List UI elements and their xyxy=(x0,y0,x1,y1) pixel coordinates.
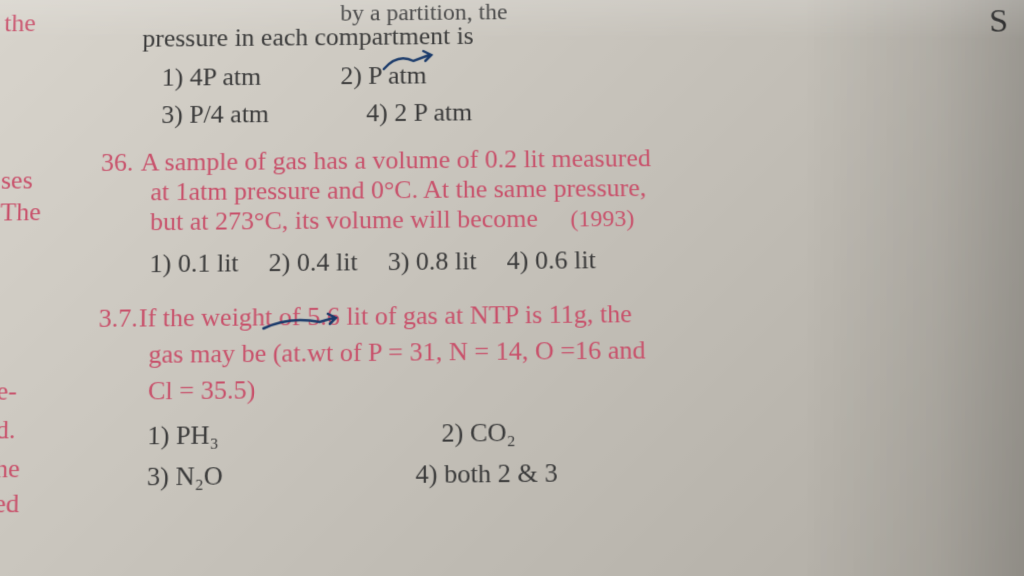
option: 2) 0.4 lit xyxy=(269,247,358,278)
question-line: A sample of gas has a volume of 0.2 lit … xyxy=(141,143,651,177)
option: 4) both 2 & 3 xyxy=(415,458,557,490)
option: 2) P atm xyxy=(340,61,426,91)
q37-options-row2: 3) N₂O 4) both 2 & 3 xyxy=(147,454,993,492)
margin-fragment: d. xyxy=(0,414,16,446)
content-column: pressure in each compartment is 1) 4P at… xyxy=(96,17,993,493)
question-line: If the weight of 5.6 lit of gas at NTP i… xyxy=(139,299,632,334)
question-line: Cl = 35.5) xyxy=(148,369,990,407)
margin-fragment: ed xyxy=(0,487,19,519)
question-line: but at 273°C, its volume will become (19… xyxy=(150,200,984,237)
q37-options-row1: 1) PH₃ 2) CO₂ xyxy=(147,413,992,451)
question-36: 36. A sample of gas has a volume of 0.2 … xyxy=(99,141,985,280)
option: 3) N₂O xyxy=(147,461,223,492)
question-37: 3.7. If the weight of 5.6 lit of gas at … xyxy=(96,296,993,493)
margin-fragment: he xyxy=(0,453,20,485)
question-number: 36. xyxy=(101,148,141,178)
stray-mark: S xyxy=(989,3,1009,40)
prev-stem: pressure in each compartment is xyxy=(142,17,977,53)
page: by a partition, the S the ses The e- d. … xyxy=(0,0,1024,576)
prev-options-row2: 3) P/4 atm 4) 2 P atm xyxy=(161,93,980,130)
prev-options-row1: 1) 4P atm 2) P atm xyxy=(162,56,979,92)
option: 4) 2 P atm xyxy=(366,98,472,128)
question-line: gas may be (at.wt of P = 31, N = 14, O =… xyxy=(148,332,989,370)
option: 1) 4P atm xyxy=(162,62,262,92)
margin-fragment: the xyxy=(4,8,36,39)
margin-fragment: ses xyxy=(1,165,33,196)
margin-fragment: The xyxy=(0,196,41,227)
option: 1) 0.1 lit xyxy=(149,248,238,279)
option: 2) CO₂ xyxy=(441,418,515,449)
q36-options: 1) 0.1 lit 2) 0.4 lit 3) 0.8 lit 4) 0.6 … xyxy=(149,242,985,279)
margin-fragment: e- xyxy=(0,375,17,407)
option: 4) 0.6 lit xyxy=(507,245,596,276)
option: 1) PH₃ xyxy=(147,420,219,451)
option: 3) 0.8 lit xyxy=(388,246,477,277)
partial-top-text: by a partition, the xyxy=(340,0,507,27)
question-text: but at 273°C, its volume will become xyxy=(150,204,538,236)
question-year: (1993) xyxy=(570,206,634,232)
question-number: 3.7. xyxy=(98,303,139,334)
option: 3) P/4 atm xyxy=(161,99,269,129)
